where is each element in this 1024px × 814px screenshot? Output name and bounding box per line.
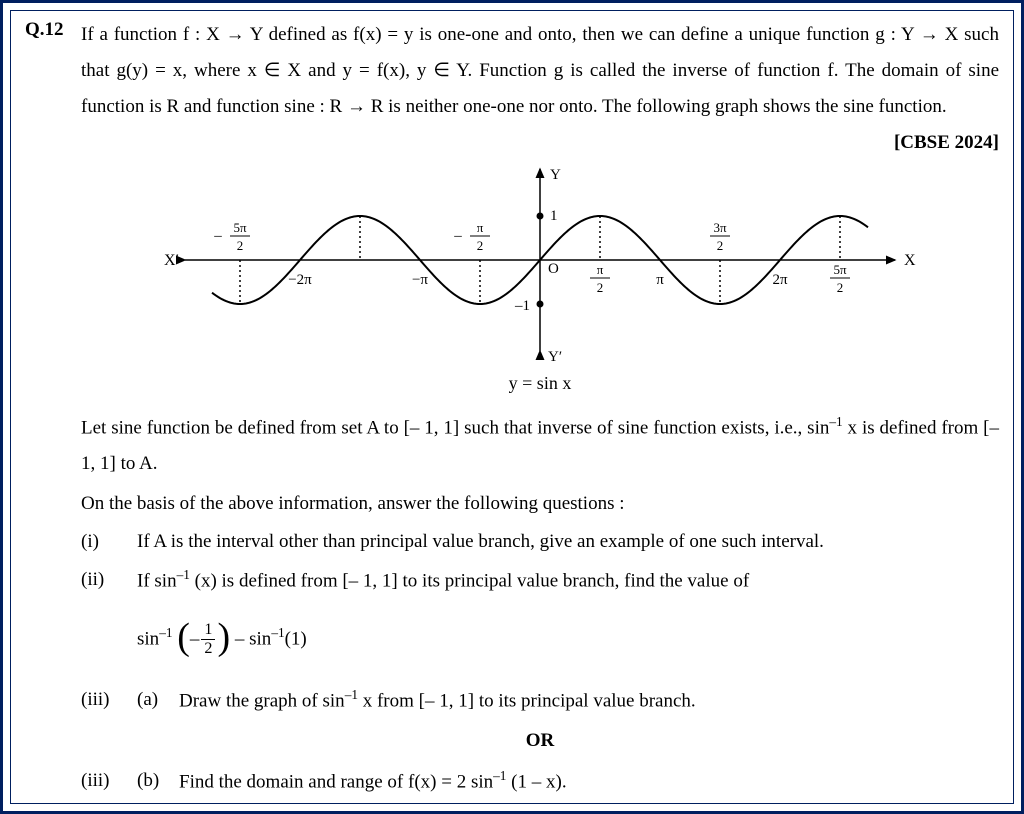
- question-body: If a function f : X → Y defined as f(x) …: [81, 17, 999, 801]
- svg-text:–: –: [453, 228, 462, 244]
- formula-tail: (1): [285, 628, 307, 649]
- svg-text:5π: 5π: [233, 220, 247, 235]
- para2-line1b: x: [843, 417, 857, 438]
- subq-i-num: (i): [81, 524, 137, 560]
- formula-sup1: –1: [159, 625, 172, 640]
- formula-frac-num: 1: [201, 622, 215, 640]
- page-frame: { "question": { "number": "Q.12", "text_…: [0, 0, 1024, 814]
- subq-iii-num-b: (iii): [81, 763, 137, 800]
- subq-iii-a-text-a: Draw the graph of sin: [179, 690, 345, 711]
- source-tag: [CBSE 2024]: [894, 125, 999, 161]
- svg-text:2π: 2π: [772, 272, 788, 288]
- para2-sup1: –1: [829, 414, 842, 429]
- formula-sin1: sin: [137, 628, 159, 649]
- subq-ii-text-a: If sin: [137, 571, 177, 592]
- subq-ii: (ii) If sin–1 (x) is defined from [– 1, …: [81, 562, 999, 599]
- svg-text:O: O: [548, 261, 559, 277]
- subq-iii-b-sup: –1: [493, 768, 506, 783]
- svg-text:2: 2: [597, 280, 604, 295]
- svg-text:3π: 3π: [713, 220, 727, 235]
- subq-i-body: If A is the interval other than principa…: [137, 524, 999, 560]
- para3: On the basis of the above information, a…: [81, 486, 999, 522]
- sine-graph-svg: YY′O1–1XX′–5π2−2π−π–π2π2π3π22π5π2: [150, 165, 930, 375]
- svg-text:2: 2: [837, 280, 844, 295]
- or-separator: OR: [81, 723, 999, 759]
- inner-frame: { "question": { "number": "Q.12", "text_…: [10, 10, 1014, 804]
- formula-neg: –: [190, 628, 200, 649]
- subq-iii-num-a: (iii): [81, 682, 137, 719]
- para2-line1a: Let sine function be defined from set A …: [81, 417, 829, 438]
- svg-text:π: π: [597, 262, 604, 277]
- svg-text:–1: –1: [514, 298, 530, 314]
- svg-text:π: π: [477, 220, 484, 235]
- subq-ii-sup1: –1: [177, 567, 190, 582]
- svg-text:Y: Y: [550, 167, 561, 183]
- subq-iii-b-text-b: (1 – x).: [506, 772, 566, 793]
- svg-text:−π: −π: [412, 272, 428, 288]
- sine-graph-figure: YY′O1–1XX′–5π2−2π−π–π2π2π3π22π5π2: [81, 165, 999, 388]
- formula-ii: sin–1 (–12) – sin–1(1): [137, 604, 999, 676]
- subq-iii-a: (iii) (a) Draw the graph of sin–1 x from…: [81, 682, 999, 719]
- formula-frac: 12: [201, 622, 215, 657]
- subq-iii-a-body: Draw the graph of sin–1 x from [– 1, 1] …: [179, 682, 999, 719]
- subq-iii-a-sup: –1: [345, 687, 358, 702]
- subq-iii-b-body: Find the domain and range of f(x) = 2 si…: [179, 763, 999, 800]
- subq-iii-a-text-b: x from [– 1, 1] to its principal value b…: [358, 690, 696, 711]
- subq-iii-b-text-a: Find the domain and range of f(x) = 2 si…: [179, 772, 493, 793]
- subq-iii-b-sub: (b): [137, 763, 179, 800]
- svg-text:1: 1: [550, 208, 558, 224]
- para2: Let sine function be defined from set A …: [81, 409, 999, 483]
- question-number: Q.12: [25, 17, 81, 801]
- subq-ii-num: (ii): [81, 562, 137, 599]
- right-paren-icon: ): [217, 601, 230, 673]
- svg-text:X: X: [904, 252, 916, 269]
- subq-ii-body: If sin–1 (x) is defined from [– 1, 1] to…: [137, 562, 999, 599]
- svg-text:5π: 5π: [833, 262, 847, 277]
- subq-i: (i) If A is the interval other than prin…: [81, 524, 999, 560]
- svg-text:X′: X′: [164, 252, 179, 269]
- formula-sup2: –1: [271, 625, 284, 640]
- svg-text:2: 2: [477, 238, 484, 253]
- question-row: Q.12 If a function f : X → Y defined as …: [25, 17, 999, 801]
- svg-text:–: –: [213, 228, 222, 244]
- svg-text:Y′: Y′: [548, 349, 562, 365]
- left-paren-icon: (: [177, 601, 190, 673]
- para1-line1: If a function f : X → Y defined as f(x) …: [81, 24, 869, 45]
- subq-iii-b: (iii) (b) Find the domain and range of f…: [81, 763, 999, 800]
- para1-line4: following graph shows the sine function.: [636, 96, 946, 117]
- subq-iii-a-sub: (a): [137, 682, 179, 719]
- svg-text:2: 2: [717, 238, 724, 253]
- subq-ii-text-b: (x) is defined from [– 1, 1] to its prin…: [190, 571, 749, 592]
- formula-minus: – sin: [230, 628, 271, 649]
- formula-frac-den: 2: [201, 640, 215, 657]
- svg-text:−2π: −2π: [288, 272, 312, 288]
- svg-text:π: π: [656, 272, 664, 288]
- svg-text:2: 2: [237, 238, 244, 253]
